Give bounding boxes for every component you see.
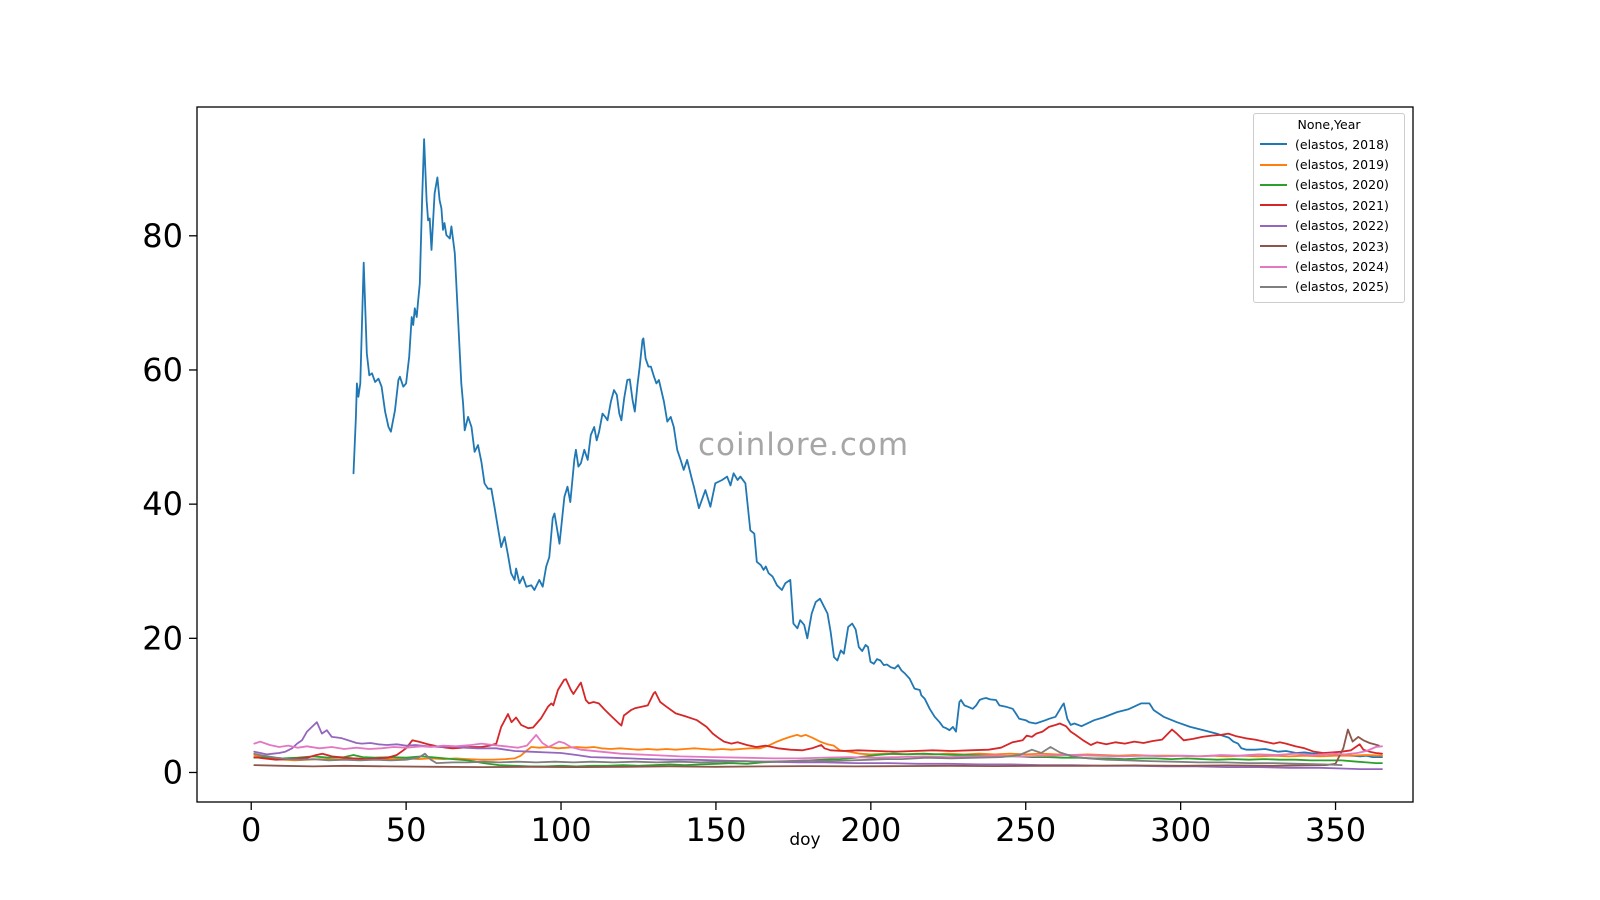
legend-entry: (elastos, 2020) bbox=[1260, 175, 1398, 195]
legend-entry: (elastos, 2019) bbox=[1260, 154, 1398, 174]
legend-entry-label: (elastos, 2020) bbox=[1295, 177, 1389, 193]
x-tick-label: 50 bbox=[386, 811, 427, 849]
legend-line-swatch bbox=[1260, 285, 1287, 288]
plot-border bbox=[196, 106, 1414, 803]
x-tick-label: 100 bbox=[530, 811, 591, 849]
series-line-2023 bbox=[253, 728, 1380, 768]
x-tick-label: 350 bbox=[1305, 811, 1366, 849]
x-tick-label: 250 bbox=[995, 811, 1056, 849]
legend-entry: (elastos, 2022) bbox=[1260, 216, 1398, 236]
series-line-2019 bbox=[253, 734, 1383, 762]
legend-entries: (elastos, 2018) (elastos, 2019) (elastos, … bbox=[1260, 134, 1398, 297]
series-line-2020 bbox=[253, 752, 1383, 768]
series-line-2025 bbox=[253, 746, 1343, 766]
legend-entry: (elastos, 2023) bbox=[1260, 236, 1398, 256]
legend-entry-label: (elastos, 2025) bbox=[1295, 279, 1389, 295]
legend-entry-label: (elastos, 2022) bbox=[1295, 218, 1389, 234]
x-tick-label: 150 bbox=[685, 811, 746, 849]
series-line-2024 bbox=[253, 734, 1383, 760]
watermark: coinlore.com bbox=[698, 427, 910, 463]
y-tick-label: 20 bbox=[142, 619, 183, 657]
x-axis-label: doy bbox=[789, 830, 821, 850]
legend-entry-label: (elastos, 2019) bbox=[1295, 157, 1389, 173]
x-tick-label: 0 bbox=[241, 811, 261, 849]
y-tick-label: 0 bbox=[163, 753, 183, 791]
legend-entry-label: (elastos, 2024) bbox=[1295, 259, 1389, 275]
legend-line-swatch bbox=[1260, 163, 1287, 166]
legend-line-swatch bbox=[1260, 265, 1287, 268]
legend-entry: (elastos, 2021) bbox=[1260, 195, 1398, 215]
legend-line-swatch bbox=[1260, 204, 1287, 207]
legend-entry: (elastos, 2025) bbox=[1260, 277, 1398, 297]
legend-entry-label: (elastos, 2023) bbox=[1295, 238, 1389, 254]
series-line-2018 bbox=[352, 138, 1383, 758]
legend-line-swatch bbox=[1260, 224, 1287, 227]
legend-line-swatch bbox=[1260, 245, 1287, 248]
legend: None,Year (elastos, 2018) (elastos, 2019)… bbox=[1253, 113, 1405, 304]
y-tick-label: 60 bbox=[142, 351, 183, 389]
legend-entry-label: (elastos, 2018) bbox=[1295, 136, 1389, 152]
series-line-2021 bbox=[253, 678, 1383, 761]
x-tick-label: 200 bbox=[840, 811, 901, 849]
y-tick-label: 80 bbox=[142, 217, 183, 255]
legend-entry: (elastos, 2024) bbox=[1260, 256, 1398, 276]
legend-line-swatch bbox=[1260, 143, 1287, 146]
x-tick-label: 300 bbox=[1150, 811, 1211, 849]
legend-entry-label: (elastos, 2021) bbox=[1295, 197, 1389, 213]
legend-title: None,Year bbox=[1297, 117, 1361, 132]
legend-line-swatch bbox=[1260, 183, 1287, 186]
y-tick-label: 40 bbox=[142, 485, 183, 523]
legend-entry: (elastos, 2018) bbox=[1260, 134, 1398, 154]
